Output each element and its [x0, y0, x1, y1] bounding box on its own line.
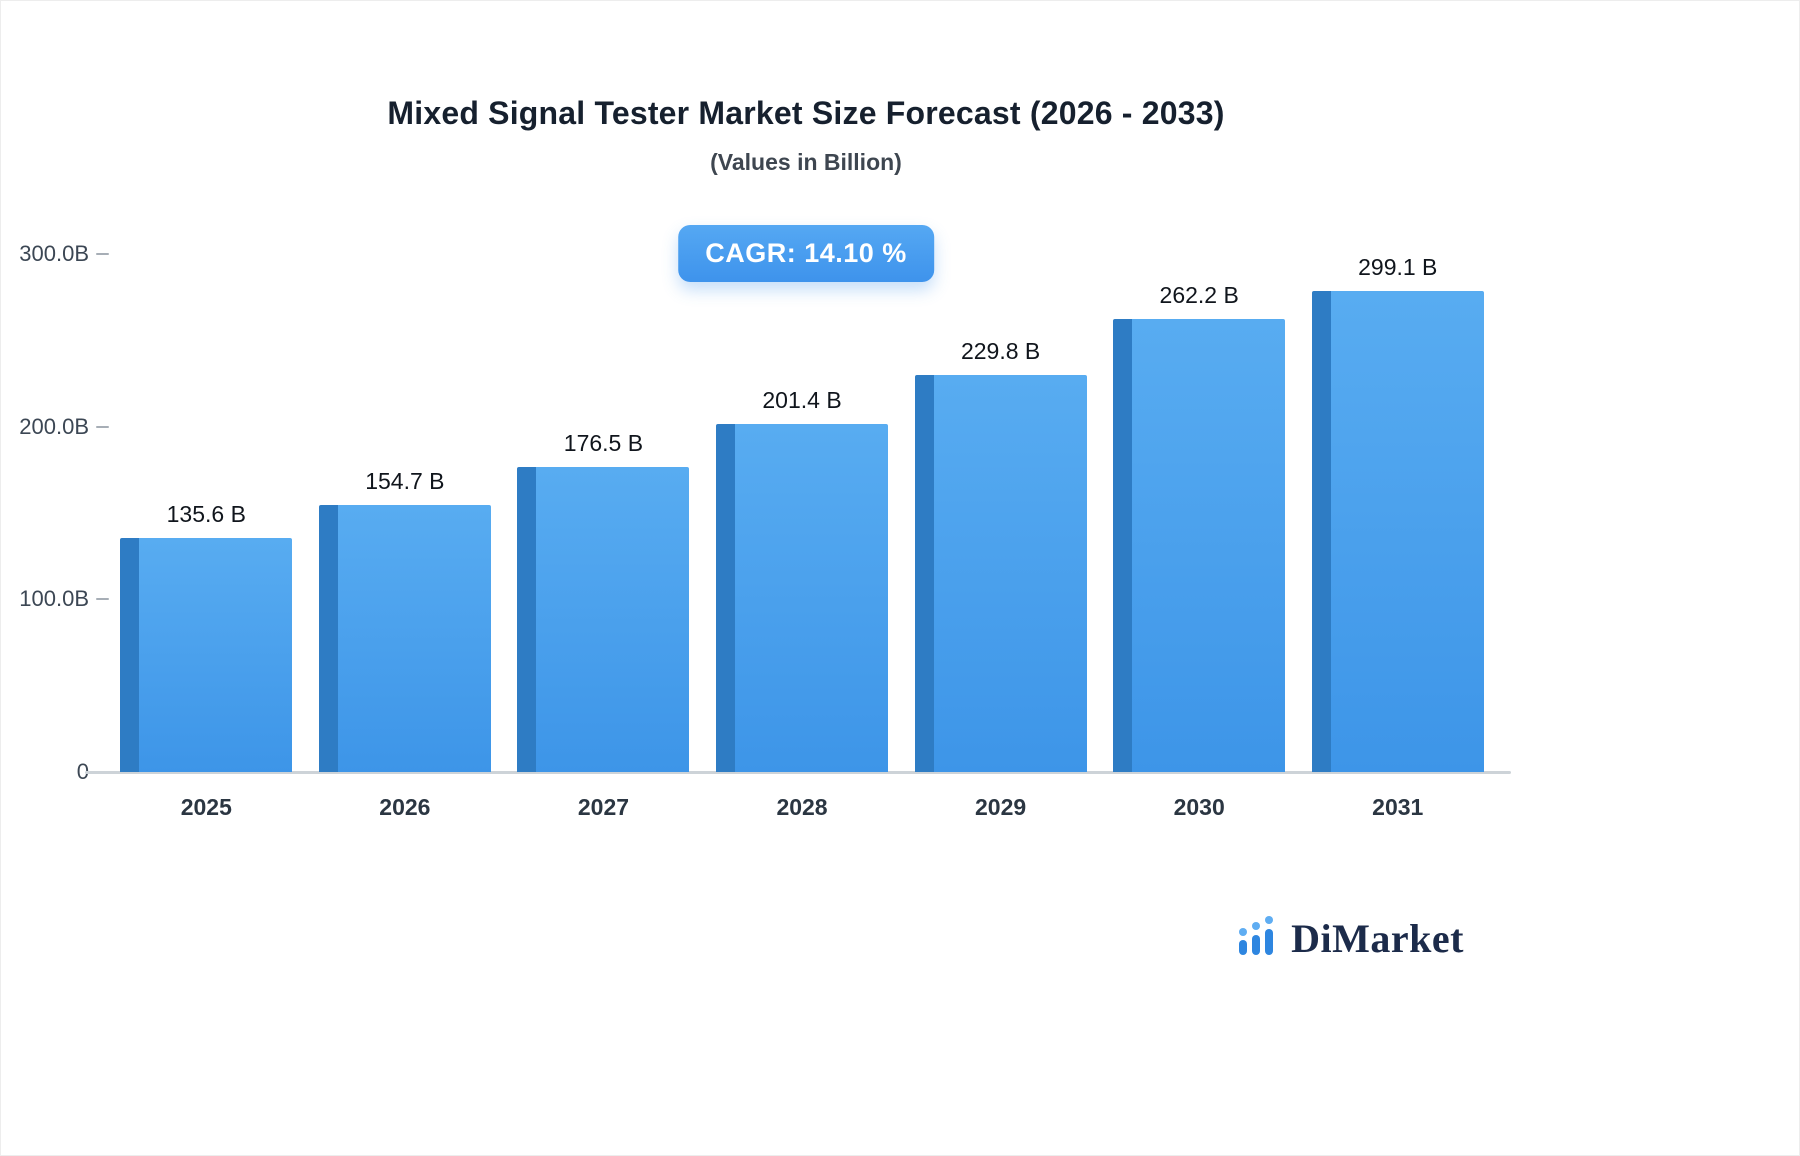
bar — [1113, 319, 1286, 772]
logo: DiMarket — [1235, 913, 1464, 959]
y-axis-tick-label: 300.0B — [19, 241, 89, 266]
bar-side-face — [1113, 319, 1133, 772]
bar — [1311, 291, 1484, 772]
y-axis: 300.0B 200.0B 100.0B 0 — [1, 241, 109, 784]
x-axis-label: 2029 — [975, 794, 1027, 820]
bar-chart-logo-icon — [1239, 916, 1274, 955]
bar-front-face — [1330, 291, 1484, 772]
x-axis-label: 2030 — [1173, 794, 1225, 820]
x-axis-baseline — [85, 771, 1511, 774]
bar-group: 154.7 B 2026 — [306, 254, 505, 820]
bar — [517, 467, 690, 772]
x-axis-label: 2026 — [379, 794, 431, 820]
bar-group: 229.8 B 2029 — [901, 254, 1100, 820]
plot-area: 135.6 B 2025 154.7 B 2026 176.5 B 2027 201.4 B… — [85, 254, 1511, 820]
bar-group: 176.5 B 2027 — [504, 254, 703, 820]
y-axis-tick: 200.0B — [19, 414, 109, 440]
bar-front-face — [139, 537, 293, 772]
bar-front-face — [933, 375, 1087, 772]
bar-side-face — [120, 537, 140, 772]
bar-value-label: 135.6 B — [166, 500, 246, 527]
y-axis-tick-label: 0 — [76, 759, 89, 784]
bar-value-label: 299.1 B — [1358, 254, 1438, 280]
bar-side-face — [517, 467, 537, 772]
y-axis-tick-mark — [96, 425, 109, 428]
bar-front-face — [536, 467, 690, 772]
cagr-badge: CAGR: 14.10 % — [678, 225, 934, 282]
bar-value-label: 176.5 B — [563, 430, 644, 457]
x-axis-label: 2031 — [1372, 794, 1424, 820]
y-axis-tick-label: 100.0B — [19, 586, 89, 612]
bar-front-face — [735, 424, 889, 772]
bar-group: 262.2 B 2030 — [1100, 254, 1299, 820]
bar-side-face — [716, 424, 736, 772]
bar — [914, 375, 1087, 772]
bar — [318, 504, 491, 772]
bar — [716, 424, 889, 772]
y-axis-tick: 300.0B — [19, 241, 109, 267]
bar-group: 135.6 B 2025 — [107, 254, 306, 820]
logo-text: DiMarket — [1291, 916, 1464, 961]
bar — [120, 537, 293, 772]
chart-title: Mixed Signal Tester Market Size Forecast… — [387, 95, 1225, 131]
bar-side-face — [318, 504, 338, 772]
bar-side-face — [1311, 291, 1331, 772]
bars: 135.6 B 2025 154.7 B 2026 176.5 B 2027 201.4 B… — [107, 254, 1497, 820]
x-axis-label: 2025 — [180, 794, 232, 820]
bar-value-label: 229.8 B — [960, 338, 1041, 365]
chart-subtitle: (Values in Billion) — [710, 149, 902, 175]
bar-group: 299.1 B 2031 — [1298, 254, 1497, 820]
bar-group: 201.4 B 2028 — [703, 254, 902, 820]
bar-value-label: 262.2 B — [1159, 282, 1239, 309]
bar-side-face — [914, 375, 934, 772]
y-axis-tick-mark — [96, 253, 109, 255]
x-axis-label: 2028 — [776, 794, 828, 820]
bar-front-face — [337, 504, 491, 772]
bar-front-face — [1132, 319, 1286, 772]
x-axis-label: 2027 — [577, 794, 630, 820]
y-axis-tick-mark — [96, 598, 109, 601]
y-axis-tick: 100.0B — [19, 586, 109, 612]
bar-value-label: 154.7 B — [365, 467, 445, 494]
logo-bars — [1239, 916, 1274, 955]
y-axis-tick-label: 200.0B — [19, 413, 89, 439]
chart-region: Mixed Signal Tester Market Size Forecast… — [1, 1, 1611, 1155]
bar-value-label: 201.4 B — [762, 387, 842, 414]
